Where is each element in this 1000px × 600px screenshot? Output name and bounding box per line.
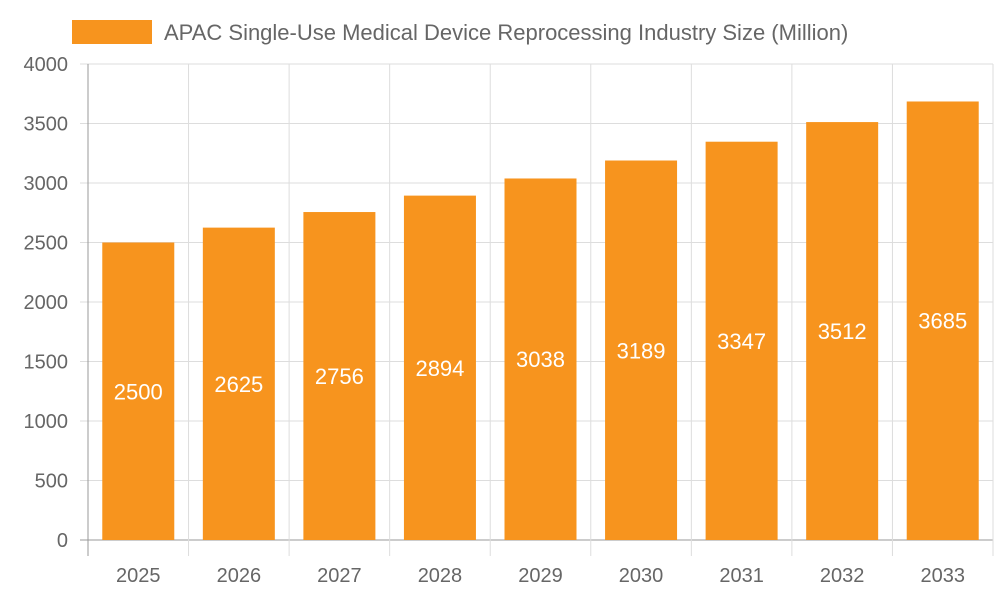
y-tick-label: 3000 [24,173,69,195]
x-tick-label: 2033 [920,565,965,587]
y-tick-label: 2000 [24,292,69,314]
x-axis: 2025 2026 2027 2028 2029 2030 2031 2032 2033 [116,565,965,587]
x-tick-label: 2026 [217,565,262,587]
data-label: 3685 [918,309,967,334]
bar [102,242,175,540]
legend[interactable]: APAC Single-Use Medical Device Reprocess… [72,20,848,45]
bar [906,101,979,541]
data-label: 2756 [315,364,364,389]
y-tick-label: 2500 [24,233,69,255]
bar [403,195,476,540]
legend-swatch [72,20,152,44]
data-label: 2625 [214,372,263,397]
data-label: 3038 [516,347,565,372]
y-tick-label: 4000 [24,54,69,76]
legend-label: APAC Single-Use Medical Device Reprocess… [164,20,848,45]
y-tick-label: 1000 [24,411,69,433]
y-tick-label: 1500 [24,352,69,374]
data-label: 3512 [818,319,867,344]
x-tick-label: 2029 [518,565,563,587]
x-tick-label: 2030 [619,565,664,587]
x-tick-label: 2032 [820,565,865,587]
bar [303,212,376,540]
bar [202,227,275,540]
bar [806,122,879,541]
data-label: 3347 [717,329,766,354]
data-labels: 2500 2625 2756 2894 3038 3189 3347 3512 3685 [114,309,967,405]
y-axis: 0 500 1000 1500 2000 2500 3000 3500 4000 [24,54,69,552]
bars [102,101,979,541]
bar [605,160,678,540]
y-tick-label: 0 [57,530,68,552]
bar [504,178,577,540]
x-tick-label: 2025 [116,565,161,587]
x-tick-label: 2028 [418,565,463,587]
x-tick-label: 2027 [317,565,362,587]
bar [705,141,778,540]
data-label: 2894 [415,356,464,381]
y-tick-label: 3500 [24,114,69,136]
x-tick-label: 2031 [719,565,764,587]
data-label: 2500 [114,379,163,404]
data-label: 3189 [617,338,666,363]
y-tick-label: 500 [35,471,68,493]
